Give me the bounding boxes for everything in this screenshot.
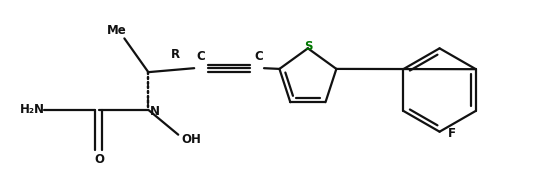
Text: OH: OH [181,133,201,146]
Text: S: S [304,40,312,53]
Text: C: C [255,50,263,63]
Text: Me: Me [106,24,127,37]
Text: H₂N: H₂N [20,103,45,116]
Text: O: O [94,153,104,166]
Text: F: F [447,127,456,140]
Text: N: N [150,105,160,118]
Text: C: C [197,50,206,63]
Text: R: R [171,48,180,61]
